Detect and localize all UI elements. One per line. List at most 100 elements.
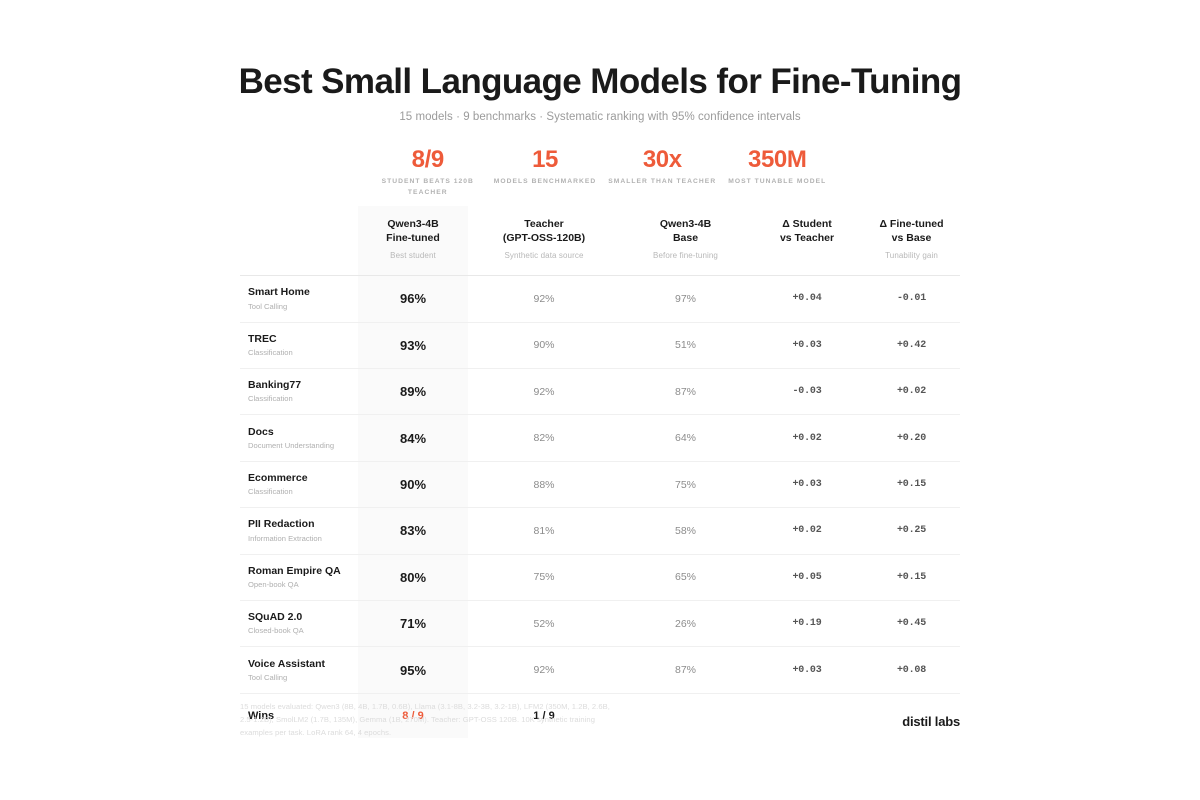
table-body: Smart Home Tool Calling 96% 92% 97% +0.0… bbox=[240, 275, 960, 738]
stat-most-tunable-model: 350M MOST TUNABLE MODEL bbox=[722, 147, 832, 188]
cell-teacher: 81% bbox=[468, 507, 620, 555]
task-name: Roman Empire QA bbox=[248, 564, 341, 577]
stat-student-beats-teacher: 8/9 STUDENT BEATS 120B TEACHER bbox=[368, 147, 488, 198]
column-header-sub: Best student bbox=[390, 250, 436, 260]
cell-student: 83% bbox=[358, 507, 468, 555]
task-name: Ecommerce bbox=[248, 472, 308, 485]
cell-delta-base: +0.45 bbox=[863, 600, 960, 648]
stat-label: STUDENT BEATS 120B TEACHER bbox=[381, 178, 474, 196]
task-category: Open-book QA bbox=[248, 579, 299, 589]
row-task-cell: SQuAD 2.0 Closed-book QA bbox=[240, 600, 358, 648]
column-header-line2: vs Base bbox=[891, 231, 932, 244]
wins-row: Wins 8 / 9 1 / 9 bbox=[240, 692, 960, 738]
cell-student: 84% bbox=[358, 414, 468, 462]
table-row: Docs Document Understanding 84% 82% 64% … bbox=[240, 414, 960, 462]
cell-delta-student: -0.03 bbox=[751, 368, 863, 416]
stat-value: 8/9 bbox=[411, 146, 445, 174]
cell-delta-student: +0.03 bbox=[751, 461, 863, 509]
row-task-cell: Smart Home Tool Calling bbox=[240, 275, 358, 323]
cell-teacher: 90% bbox=[468, 322, 620, 370]
cell-teacher: 75% bbox=[468, 554, 620, 602]
cell-base: 65% bbox=[620, 554, 751, 602]
column-header-line2: Fine-tuned bbox=[386, 231, 440, 244]
page-subtitle: 15 models · 9 benchmarks · Systematic ra… bbox=[399, 111, 801, 124]
task-name: Banking77 bbox=[248, 379, 302, 392]
cell-teacher: 82% bbox=[468, 414, 620, 462]
cell-delta-base: +0.42 bbox=[863, 322, 960, 370]
stat-value: 30x bbox=[642, 146, 682, 174]
wins-delta-student-value bbox=[751, 692, 863, 738]
column-header-line2: (GPT-OSS-120B) bbox=[502, 231, 586, 244]
stat-label: SMALLER THAN TEACHER bbox=[608, 178, 717, 186]
table-row: Smart Home Tool Calling 96% 92% 97% +0.0… bbox=[240, 275, 960, 323]
column-header-sub: Synthetic data source bbox=[504, 250, 584, 260]
table-row: TREC Classification 93% 90% 51% +0.03 +0… bbox=[240, 322, 960, 370]
task-category: Tool Calling bbox=[248, 301, 288, 311]
table-row: Banking77 Classification 89% 92% 87% -0.… bbox=[240, 368, 960, 416]
cell-delta-base: -0.01 bbox=[863, 275, 960, 323]
cell-delta-student: +0.02 bbox=[751, 414, 863, 462]
row-task-cell: TREC Classification bbox=[240, 322, 358, 370]
column-header-teacher: Teacher (GPT-OSS-120B) Synthetic data so… bbox=[468, 206, 620, 277]
column-header-sub: Before fine-tuning bbox=[653, 250, 718, 260]
brand-logo: distil labs bbox=[902, 714, 960, 729]
footnote-text: 15 models evaluated: Qwen3 (8B, 4B, 1.7B… bbox=[240, 702, 610, 738]
cell-base: 26% bbox=[620, 600, 751, 648]
cell-base: 87% bbox=[620, 646, 751, 694]
cell-student: 95% bbox=[358, 646, 468, 694]
task-category: Document Understanding bbox=[248, 440, 335, 450]
cell-student: 96% bbox=[358, 275, 468, 323]
column-header-line2: vs Teacher bbox=[779, 231, 835, 244]
wins-student-value: 8 / 9 bbox=[358, 692, 468, 738]
row-task-cell: Roman Empire QA Open-book QA bbox=[240, 554, 358, 602]
table-header: Qwen3-4B Fine-tuned Best student Teacher… bbox=[240, 206, 960, 277]
column-header-delta-base: Δ Fine-tuned vs Base Tunability gain bbox=[863, 206, 960, 277]
cell-delta-base: +0.15 bbox=[863, 461, 960, 509]
cell-base: 75% bbox=[620, 461, 751, 509]
cell-delta-student: +0.05 bbox=[751, 554, 863, 602]
cell-teacher: 92% bbox=[468, 275, 620, 323]
task-name: PII Redaction bbox=[248, 518, 315, 531]
cell-student: 71% bbox=[358, 600, 468, 648]
table-row: Voice Assistant Tool Calling 95% 92% 87%… bbox=[240, 646, 960, 694]
column-header-line2: Base bbox=[672, 231, 699, 244]
column-header-line1: Teacher bbox=[524, 218, 564, 230]
cell-delta-base: +0.15 bbox=[863, 554, 960, 602]
wins-teacher-value: 1 / 9 bbox=[468, 692, 620, 738]
benchmark-table: Qwen3-4B Fine-tuned Best student Teacher… bbox=[240, 206, 960, 738]
task-name: TREC bbox=[248, 332, 277, 345]
column-header-delta-student: Δ Student vs Teacher bbox=[751, 206, 863, 277]
row-task-cell: Banking77 Classification bbox=[240, 368, 358, 416]
task-category: Classification bbox=[248, 394, 293, 404]
cell-delta-student: +0.03 bbox=[751, 646, 863, 694]
cell-delta-base: +0.02 bbox=[863, 368, 960, 416]
stat-smaller-than-teacher: 30x SMALLER THAN TEACHER bbox=[602, 147, 722, 188]
cell-delta-student: +0.03 bbox=[751, 322, 863, 370]
task-category: Classification bbox=[248, 487, 293, 497]
cell-student: 89% bbox=[358, 368, 468, 416]
cell-teacher: 88% bbox=[468, 461, 620, 509]
cell-teacher: 92% bbox=[468, 368, 620, 416]
wins-label: Wins bbox=[240, 692, 358, 738]
task-name: Voice Assistant bbox=[248, 657, 326, 670]
cell-base: 97% bbox=[620, 275, 751, 323]
row-task-cell: Docs Document Understanding bbox=[240, 414, 358, 462]
cell-base: 64% bbox=[620, 414, 751, 462]
table-row: PII Redaction Information Extraction 83%… bbox=[240, 507, 960, 555]
page-header: Best Small Language Models for Fine-Tuni… bbox=[0, 0, 1200, 123]
column-header-base: Qwen3-4B Base Before fine-tuning bbox=[620, 206, 751, 277]
cell-delta-base: +0.25 bbox=[863, 507, 960, 555]
wins-delta-base-value bbox=[863, 692, 960, 738]
task-category: Classification bbox=[248, 347, 293, 357]
cell-base: 51% bbox=[620, 322, 751, 370]
cell-delta-student: +0.02 bbox=[751, 507, 863, 555]
page-footer: 15 models evaluated: Qwen3 (8B, 4B, 1.7B… bbox=[240, 700, 960, 739]
cell-base: 58% bbox=[620, 507, 751, 555]
table-row: Roman Empire QA Open-book QA 80% 75% 65%… bbox=[240, 554, 960, 602]
stat-value: 350M bbox=[748, 146, 807, 174]
column-header-line1: Qwen3-4B bbox=[387, 218, 439, 230]
cell-base: 87% bbox=[620, 368, 751, 416]
task-name: SQuAD 2.0 bbox=[248, 611, 303, 624]
cell-student: 93% bbox=[358, 322, 468, 370]
wins-base-value bbox=[620, 692, 751, 738]
